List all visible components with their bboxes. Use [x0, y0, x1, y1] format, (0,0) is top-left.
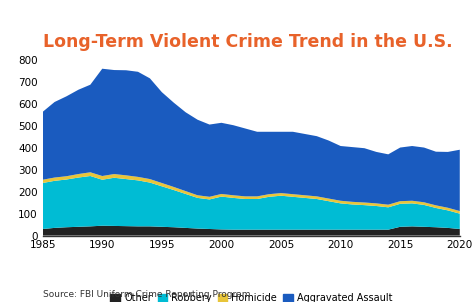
Text: Long-Term Violent Crime Trend in the U.S.: Long-Term Violent Crime Trend in the U.S…: [43, 33, 452, 51]
Legend: Other, Robbery, Homicide, Aggravated Assault: Other, Robbery, Homicide, Aggravated Ass…: [107, 289, 396, 302]
Text: Source: FBI Uniform Crime Reporting Program: Source: FBI Uniform Crime Reporting Prog…: [43, 290, 250, 299]
